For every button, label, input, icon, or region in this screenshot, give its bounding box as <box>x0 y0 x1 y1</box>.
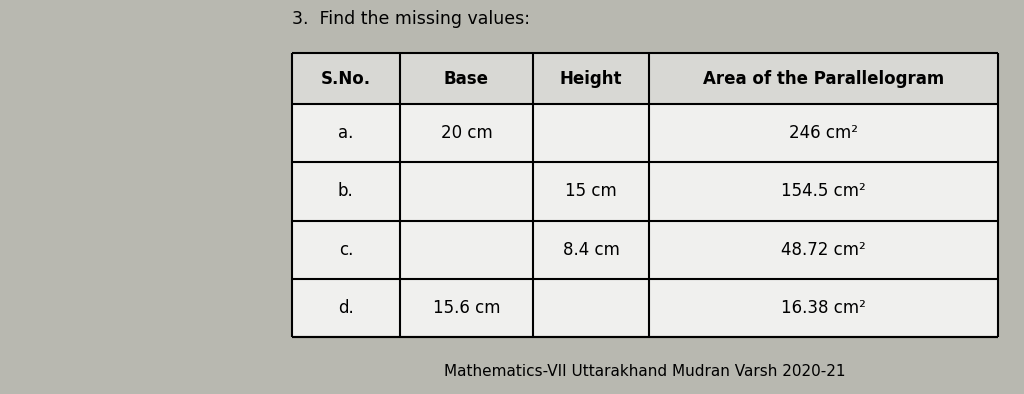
Text: b.: b. <box>338 182 353 201</box>
Text: a.: a. <box>338 125 353 142</box>
Text: Base: Base <box>443 70 488 88</box>
Text: 48.72 cm²: 48.72 cm² <box>781 241 866 258</box>
Text: c.: c. <box>339 241 353 258</box>
Text: 20 cm: 20 cm <box>440 125 493 142</box>
Text: 246 cm²: 246 cm² <box>790 125 858 142</box>
Text: S.No.: S.No. <box>321 70 371 88</box>
Text: Area of the Parallelogram: Area of the Parallelogram <box>703 70 944 88</box>
Text: 15.6 cm: 15.6 cm <box>433 299 500 317</box>
Text: 15 cm: 15 cm <box>565 182 617 201</box>
Text: Mathematics-VII Uttarakhand Mudran Varsh 2020-21: Mathematics-VII Uttarakhand Mudran Varsh… <box>444 364 846 379</box>
Bar <box>292 53 998 337</box>
Text: 154.5 cm²: 154.5 cm² <box>781 182 866 201</box>
Text: 3.  Find the missing values:: 3. Find the missing values: <box>292 9 529 28</box>
Text: d.: d. <box>338 299 353 317</box>
Text: 16.38 cm²: 16.38 cm² <box>781 299 866 317</box>
Bar <box>292 53 998 104</box>
Text: 8.4 cm: 8.4 cm <box>562 241 620 258</box>
Text: Height: Height <box>560 70 623 88</box>
